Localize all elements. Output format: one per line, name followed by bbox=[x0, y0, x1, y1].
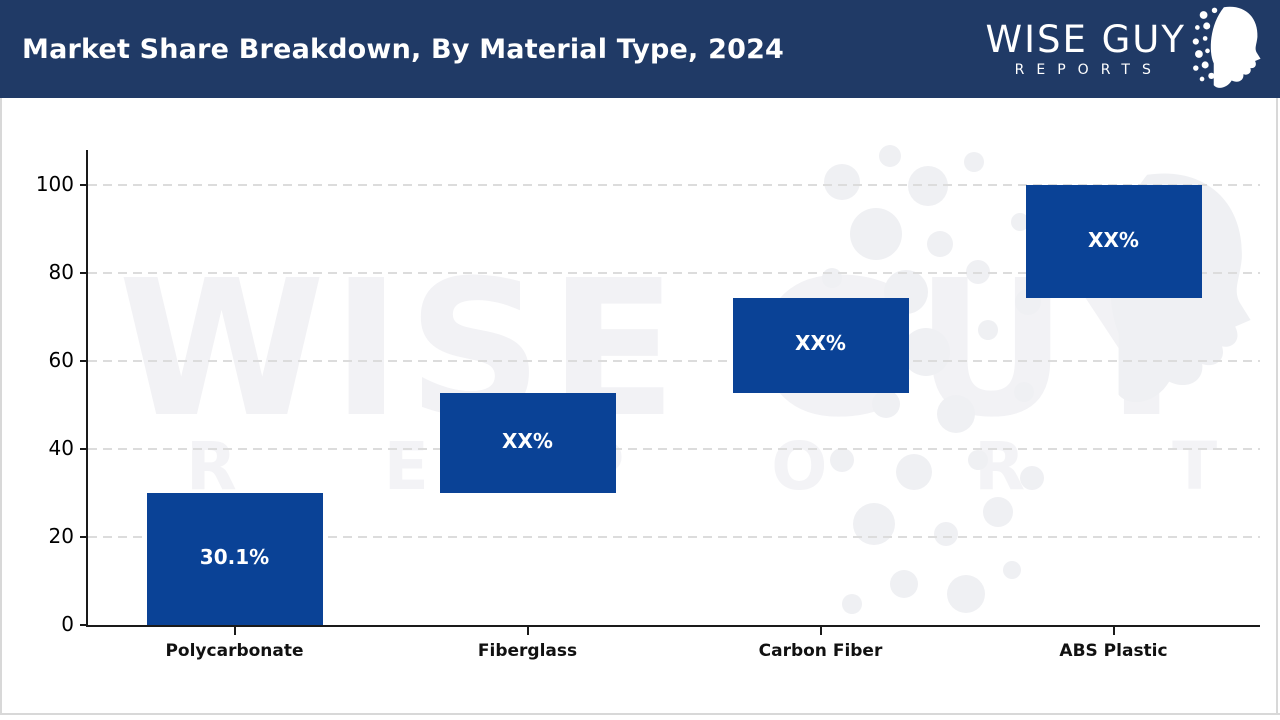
bar bbox=[1025, 185, 1202, 299]
x-category-label: Carbon Fiber bbox=[758, 641, 883, 661]
y-axis-line bbox=[86, 150, 88, 627]
y-axis-tick bbox=[80, 448, 88, 450]
bar-value-label: XX% bbox=[502, 428, 553, 453]
wiseguy-logo: WISE GUY REPORTS bbox=[986, 4, 1266, 94]
y-axis-tick-label: 20 bbox=[48, 524, 74, 548]
y-axis-tick-label: 0 bbox=[61, 612, 74, 636]
gridline bbox=[88, 448, 1260, 450]
y-axis-tick bbox=[80, 360, 88, 362]
y-axis-tick bbox=[80, 536, 88, 538]
bar-value-label: XX% bbox=[795, 331, 846, 356]
watermark-face-dots bbox=[806, 126, 1276, 670]
logo-wiseguy-text: WISE GUY bbox=[985, 17, 1186, 61]
logo-face-icon bbox=[1188, 4, 1266, 94]
y-axis-tick bbox=[80, 624, 88, 626]
y-axis-tick bbox=[80, 184, 88, 186]
y-axis-tick bbox=[80, 272, 88, 274]
left-frame-edge bbox=[0, 98, 2, 715]
watermark-reports-text: R E P O R T S bbox=[186, 428, 1280, 505]
x-axis-tick bbox=[526, 627, 529, 635]
logo-reports-text: REPORTS bbox=[1014, 61, 1163, 78]
x-category-label: Fiberglass bbox=[477, 641, 578, 661]
x-axis-line bbox=[86, 625, 1260, 627]
gridline bbox=[88, 360, 1260, 362]
x-category-label: Polycarbonate bbox=[165, 641, 304, 661]
bar bbox=[439, 392, 616, 493]
gridline bbox=[88, 272, 1260, 274]
x-axis-tick bbox=[233, 627, 236, 635]
y-axis-tick-label: 60 bbox=[48, 348, 74, 372]
plot-area: 0 20 40 60 80 100 30.1% Polycarbonate XX% Fibergl… bbox=[0, 98, 1280, 714]
x-axis-tick bbox=[819, 627, 822, 635]
bar bbox=[732, 298, 909, 393]
y-axis-tick-label: 80 bbox=[48, 260, 74, 284]
x-axis-tick bbox=[1112, 627, 1115, 635]
gridline bbox=[88, 536, 1260, 538]
bar bbox=[146, 492, 323, 625]
gridline bbox=[88, 184, 1260, 186]
header-bar: Market Share Breakdown, By Material Type… bbox=[0, 0, 1280, 98]
bottom-frame-edge bbox=[0, 713, 1280, 715]
logo-text: WISE GUY REPORTS bbox=[986, 21, 1186, 78]
bar-value-label: 30.1% bbox=[199, 544, 270, 569]
bar-value-label: XX% bbox=[1088, 227, 1139, 252]
y-axis-tick-label: 100 bbox=[35, 172, 74, 196]
chart-title: Market Share Breakdown, By Material Type… bbox=[22, 33, 785, 65]
right-frame-edge bbox=[1276, 98, 1278, 715]
y-axis-tick-label: 40 bbox=[48, 436, 74, 460]
x-category-label: ABS Plastic bbox=[1059, 641, 1168, 661]
